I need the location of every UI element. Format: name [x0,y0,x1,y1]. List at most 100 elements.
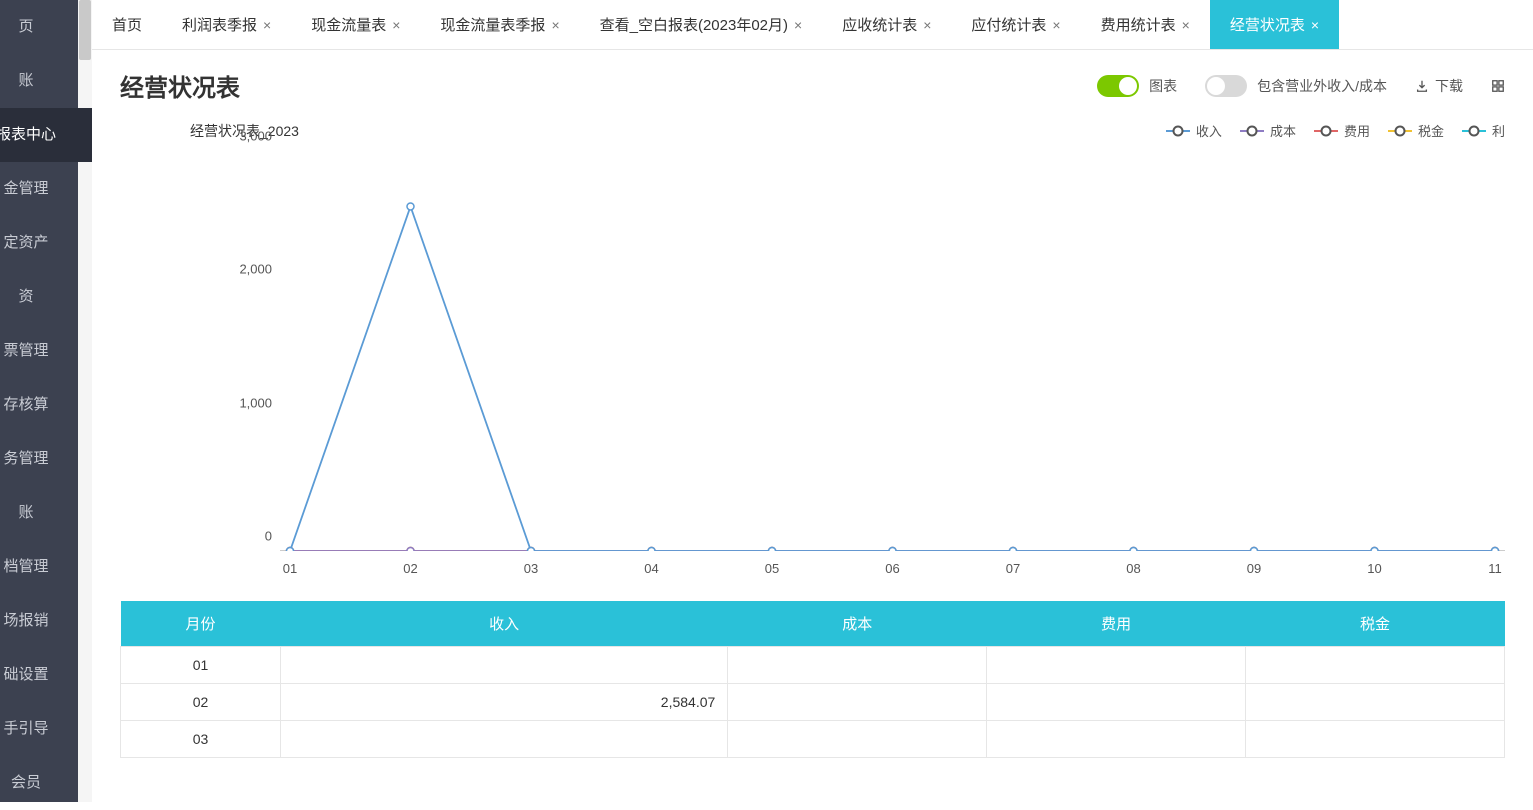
tab-label: 首页 [112,14,142,35]
table-row: 022,584.07 [121,684,1505,721]
x-tick: 03 [524,561,538,576]
toggle-extra[interactable] [1205,75,1247,97]
legend-label: 费用 [1344,121,1370,140]
table-header-cell: 收入 [281,601,728,647]
legend-label: 成本 [1270,121,1296,140]
toggle-chart-group: 图表 [1097,75,1177,97]
series-marker[interactable] [648,548,655,552]
table-cell [728,647,987,684]
table-cell [281,647,728,684]
series-marker[interactable] [1010,548,1017,552]
close-icon[interactable]: × [794,17,802,33]
tab-label: 费用统计表 [1101,14,1176,35]
table-cell [987,684,1246,721]
tab-4[interactable]: 查看_空白报表(2023年02月) × [580,0,823,49]
tab-5[interactable]: 应收统计表× [822,0,951,49]
x-tick: 07 [1006,561,1020,576]
x-tick: 05 [765,561,779,576]
x-tick: 06 [885,561,899,576]
toggle-chart[interactable] [1097,75,1139,97]
tab-label: 查看_空白报表(2023年02月) [600,14,788,35]
series-marker[interactable] [1371,548,1378,552]
close-icon[interactable]: × [1052,17,1060,33]
table-cell [728,721,987,758]
series-marker[interactable] [1251,548,1258,552]
legend-item-4[interactable]: 利 [1462,121,1505,140]
sidebar: 页账报表中心金管理定资产资票管理存核算务管理账档管理场报销础设置手引导会员 [0,0,92,802]
tab-6[interactable]: 应付统计表 × [951,0,1080,49]
tab-3[interactable]: 现金流量表季报× [420,0,579,49]
series-marker[interactable] [528,548,535,552]
series-marker[interactable] [1492,548,1499,552]
close-icon[interactable]: × [1182,17,1190,33]
table-header-cell: 月份 [121,601,281,647]
legend-marker-icon [1462,130,1486,132]
series-marker[interactable] [1130,548,1137,552]
tab-2[interactable]: 现金流量表 × [291,0,420,49]
tab-1[interactable]: 利润表季报× [162,0,291,49]
more-icon[interactable] [1491,79,1505,93]
data-table: 月份收入成本费用税金 01022,584.0703 [120,601,1505,758]
sidebar-item-7[interactable]: 存核算 [0,378,92,432]
series-marker[interactable] [407,548,414,552]
series-marker[interactable] [287,548,294,552]
table-header-cell: 成本 [728,601,987,647]
sidebar-item-0[interactable]: 页 [0,0,92,54]
sidebar-item-4[interactable]: 定资产 [0,216,92,270]
sidebar-item-10[interactable]: 档管理 [0,540,92,594]
series-marker[interactable] [407,203,414,210]
table-cell [1246,721,1505,758]
legend-item-3[interactable]: 税金 [1388,121,1444,140]
y-tick: 3,000 [239,129,272,144]
chart-legend: 收入 成本 费用税金 利 [1166,121,1505,140]
x-tick: 11 [1488,561,1502,576]
sidebar-item-6[interactable]: 票管理 [0,324,92,378]
series-marker[interactable] [889,548,896,552]
series-line [290,206,1495,551]
series-marker[interactable] [769,548,776,552]
sidebar-item-3[interactable]: 金管理 [0,162,92,216]
sidebar-item-1[interactable]: 账 [0,54,92,108]
y-tick: 2,000 [239,262,272,277]
table-header-cell: 税金 [1246,601,1505,647]
table-row: 03 [121,721,1505,758]
chart-plot [280,151,1505,551]
legend-item-0[interactable]: 收入 [1166,121,1222,140]
sidebar-item-9[interactable]: 账 [0,486,92,540]
sidebar-item-13[interactable]: 手引导 [0,702,92,756]
legend-item-1[interactable]: 成本 [1240,121,1296,140]
close-icon[interactable]: × [551,17,559,33]
x-tick: 08 [1126,561,1140,576]
tab-label: 应付统计表 [971,14,1046,35]
close-icon[interactable]: × [1311,17,1319,33]
table-row: 01 [121,647,1505,684]
tab-label: 现金流量表 [311,14,386,35]
close-icon[interactable]: × [263,17,271,33]
toggle-chart-label: 图表 [1149,76,1177,96]
main: 首页利润表季报×现金流量表×现金流量表季报×查看_空白报表(2023年02月)×… [92,0,1533,802]
table-cell [281,721,728,758]
sidebar-item-12[interactable]: 础设置 [0,648,92,702]
legend-marker-icon [1240,130,1264,132]
download-button[interactable]: 下载 [1415,76,1463,96]
x-tick: 10 [1367,561,1381,576]
y-tick: 1,000 [239,395,272,410]
sidebar-item-11[interactable]: 场报销 [0,594,92,648]
legend-marker-icon [1166,130,1190,132]
table-cell [1246,684,1505,721]
close-icon[interactable]: × [392,17,400,33]
tab-8[interactable]: 经营状况表× [1210,0,1339,49]
page-title: 经营状况表 [120,68,1097,103]
sidebar-item-8[interactable]: 务管理 [0,432,92,486]
close-icon[interactable]: × [923,17,931,33]
legend-label: 利 [1492,121,1505,140]
table-cell: 03 [121,721,281,758]
table-cell [987,721,1246,758]
sidebar-item-2[interactable]: 报表中心 [0,108,92,162]
legend-item-2[interactable]: 费用 [1314,121,1370,140]
toggle-extra-group: 包含营业外收入/成本 [1205,75,1387,97]
sidebar-item-5[interactable]: 资 [0,270,92,324]
tabs-bar: 首页利润表季报×现金流量表×现金流量表季报×查看_空白报表(2023年02月)×… [92,0,1533,50]
tab-7[interactable]: 费用统计表 × [1081,0,1210,49]
tab-0[interactable]: 首页 [92,0,162,49]
